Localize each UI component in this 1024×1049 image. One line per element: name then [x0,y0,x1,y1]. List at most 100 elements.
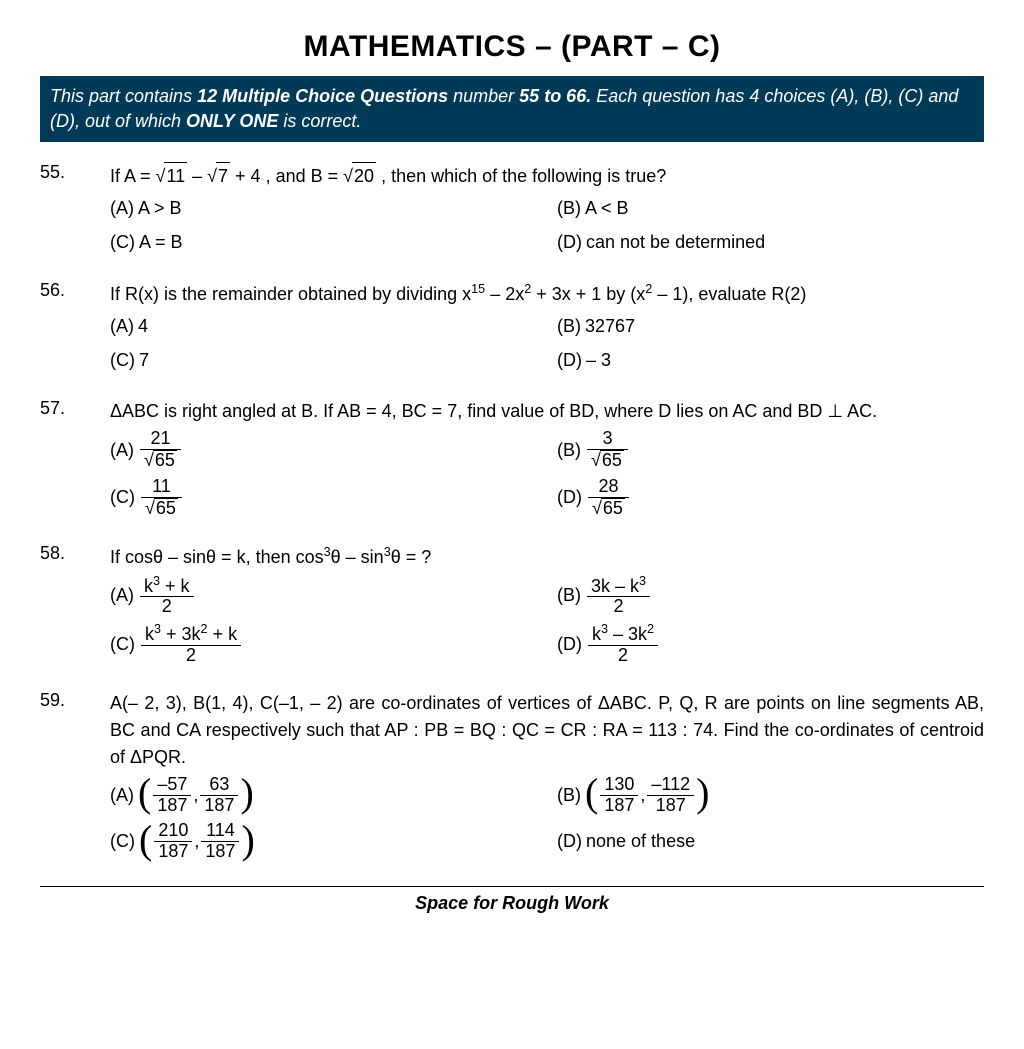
frac-den: √65 [140,449,181,471]
choice-label: (A) [110,585,134,606]
left-paren: ( [585,773,598,813]
choice-d: (D) – 3 [557,346,984,374]
choice-a: (A) k3 + k2 [110,575,537,618]
right-paren: ) [241,820,254,860]
frac-num: –112 [647,775,694,795]
comma: , [194,831,199,852]
fraction: 114187 [201,821,239,862]
frac-num: 114 [201,821,239,841]
choice-text: 7 [139,350,149,371]
choice-d: (D) k3 – 3k22 [557,623,984,666]
choice-c: (C) k3 + 3k2 + k2 [110,623,537,666]
question-56: 56. If R(x) is the remainder obtained by… [40,280,984,374]
banner-text-4: is correct. [278,111,361,131]
choice-label: (C) [110,232,135,253]
fraction: 3k – k32 [587,575,650,618]
choice-label: (D) [557,831,582,852]
question-body: ΔABC is right angled at B. If AB = 4, BC… [110,398,984,518]
banner-text-2: number [448,86,519,106]
fraction: 210187 [154,821,192,862]
comma: , [640,785,645,806]
question-number: 55. [40,162,110,256]
separator-rule [40,886,984,887]
rough-work-label: Space for Rough Work [40,893,984,914]
choice-a: (A) 4 [110,312,537,340]
banner-bold-1: 12 Multiple Choice Questions [197,86,448,106]
page-title: MATHEMATICS – (PART – C) [40,30,984,64]
question-body: If A = √11 – √7 + 4 , and B = √20 , then… [110,162,984,256]
banner-bold-2: 55 to 66. [519,86,591,106]
frac-den: 187 [201,841,239,862]
choice-text: A < B [585,198,629,219]
right-paren: ) [696,773,709,813]
frac-den: 187 [153,795,191,816]
choice-text: 32767 [585,316,635,337]
right-paren: ) [240,773,253,813]
choice-label: (D) [557,487,582,508]
frac-num: 130 [600,775,638,795]
fraction: –57187 [153,775,191,816]
frac-den: √65 [588,497,629,519]
frac-den: 187 [647,795,694,816]
choice-c: (C) ( 210187, 114187 ) [110,821,537,862]
question-stem: If R(x) is the remainder obtained by div… [110,280,984,308]
frac-den: 187 [154,841,192,862]
fraction: 11√65 [141,477,182,519]
choice-label: (C) [110,487,135,508]
question-stem: If A = √11 – √7 + 4 , and B = √20 , then… [110,162,984,190]
frac-num: 28 [588,477,629,497]
choices: (A) k3 + k2 (B) 3k – k32 (C) k3 + 3k2 + … [110,575,984,666]
choice-a: (A) A > B [110,194,537,222]
fraction: 21√65 [140,429,181,471]
choice-label: (D) [557,232,582,253]
frac-den: 187 [200,795,238,816]
fraction: 3√65 [587,429,628,471]
fraction: –112187 [647,775,694,816]
choice-b: (B) ( 130187, –112187 ) [557,775,984,816]
choice-text: A = B [139,232,183,253]
choice-d: (D) none of these [557,828,984,856]
question-number: 56. [40,280,110,374]
choices: (A) 4 (B) 32767 (C) 7 (D) – 3 [110,312,984,374]
left-paren: ( [139,820,152,860]
frac-num: 11 [141,477,182,497]
choice-label: (C) [110,831,135,852]
question-stem: A(– 2, 3), B(1, 4), C(–1, – 2) are co-or… [110,690,984,771]
frac-num: 21 [140,429,181,449]
choice-label: (D) [557,350,582,371]
fraction: k3 + k2 [140,575,194,618]
frac-num: 3k – k3 [587,575,650,597]
question-59: 59. A(– 2, 3), B(1, 4), C(–1, – 2) are c… [40,690,984,862]
choice-c: (C) A = B [110,228,537,256]
choice-label: (B) [557,440,581,461]
fraction: 63187 [200,775,238,816]
choice-b: (B) 32767 [557,312,984,340]
frac-den: 2 [587,596,650,617]
choice-a: (A) 21√65 [110,429,537,471]
choice-label: (B) [557,316,581,337]
left-paren: ( [138,773,151,813]
choice-text: none of these [586,831,695,852]
choice-d: (D) 28√65 [557,477,984,519]
choice-label: (C) [110,350,135,371]
comma: , [193,785,198,806]
fraction: k3 – 3k22 [588,623,658,666]
frac-num: k3 + 3k2 + k [141,623,241,645]
choice-a: (A) ( –57187, 63187 ) [110,775,537,816]
frac-den: 2 [140,596,194,617]
frac-den: √65 [141,497,182,519]
choice-b: (B) 3k – k32 [557,575,984,618]
question-number: 59. [40,690,110,862]
question-55: 55. If A = √11 – √7 + 4 , and B = √20 , … [40,162,984,256]
frac-num: k3 – 3k2 [588,623,658,645]
choice-label: (C) [110,634,135,655]
fraction: 28√65 [588,477,629,519]
choices: (A) ( –57187, 63187 ) (B) ( 130187, –112… [110,775,984,862]
choice-label: (A) [110,785,134,806]
frac-num: k3 + k [140,575,194,597]
choices: (A) 21√65 (B) 3√65 (C) 11√65 (D) 28√65 [110,429,984,518]
frac-num: –57 [153,775,191,795]
page: MATHEMATICS – (PART – C) This part conta… [0,0,1024,954]
choice-text: – 3 [586,350,611,371]
questions-container: 55. If A = √11 – √7 + 4 , and B = √20 , … [40,162,984,862]
